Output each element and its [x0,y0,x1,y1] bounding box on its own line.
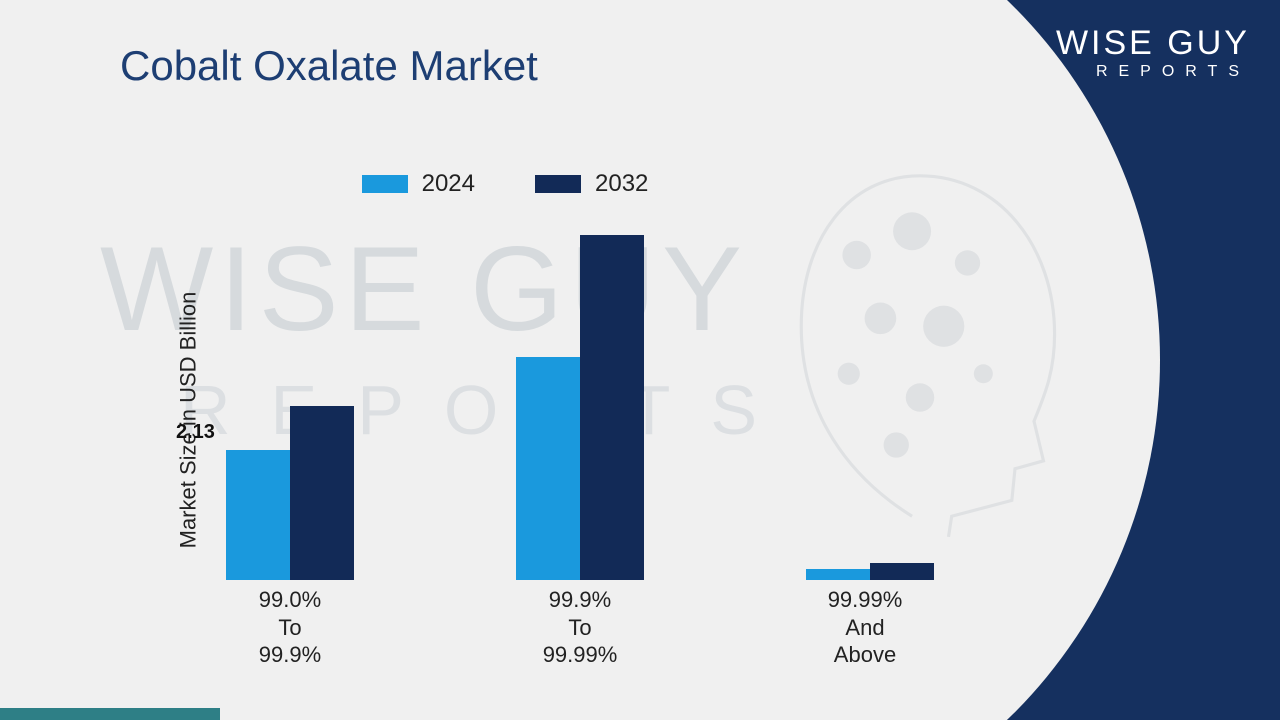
chart-legend: 2024 2032 [100,170,910,198]
x-axis-category-label: 99.99% And Above [765,586,965,669]
x-axis-category-label: 99.9% To 99.99% [480,586,680,669]
x-axis-labels: 99.0% To 99.9%99.9% To 99.99%99.99% And … [140,580,910,670]
chart-plot: 2.13 [140,214,910,580]
bar-series-b [290,406,354,580]
legend-swatch-2032 [535,175,581,193]
legend-item-2032: 2032 [535,170,648,198]
chart-title: Cobalt Oxalate Market [120,42,538,90]
chart-area: Market Size in USD Billion 2024 2032 2.1… [100,170,910,670]
legend-item-2024: 2024 [362,170,475,198]
bar-series-a [226,450,290,580]
x-axis-category-label: 99.0% To 99.9% [190,586,390,669]
bottom-accent-strip [0,708,220,720]
legend-label-2024: 2024 [422,170,475,198]
brand-line1: WISE GUY [1056,26,1250,60]
page-root: WISE GUY REPORTS Cobalt Oxalate Market W… [0,0,1280,720]
legend-swatch-2024 [362,175,408,193]
brand-line2: REPORTS [1056,64,1250,80]
brand-logo: WISE GUY REPORTS [1056,26,1250,80]
bar-series-b [580,235,644,580]
legend-label-2032: 2032 [595,170,648,198]
bar-series-b [870,563,934,580]
bar-series-a [516,357,580,580]
bar-annotation: 2.13 [176,421,215,444]
bar-series-a [806,569,870,580]
